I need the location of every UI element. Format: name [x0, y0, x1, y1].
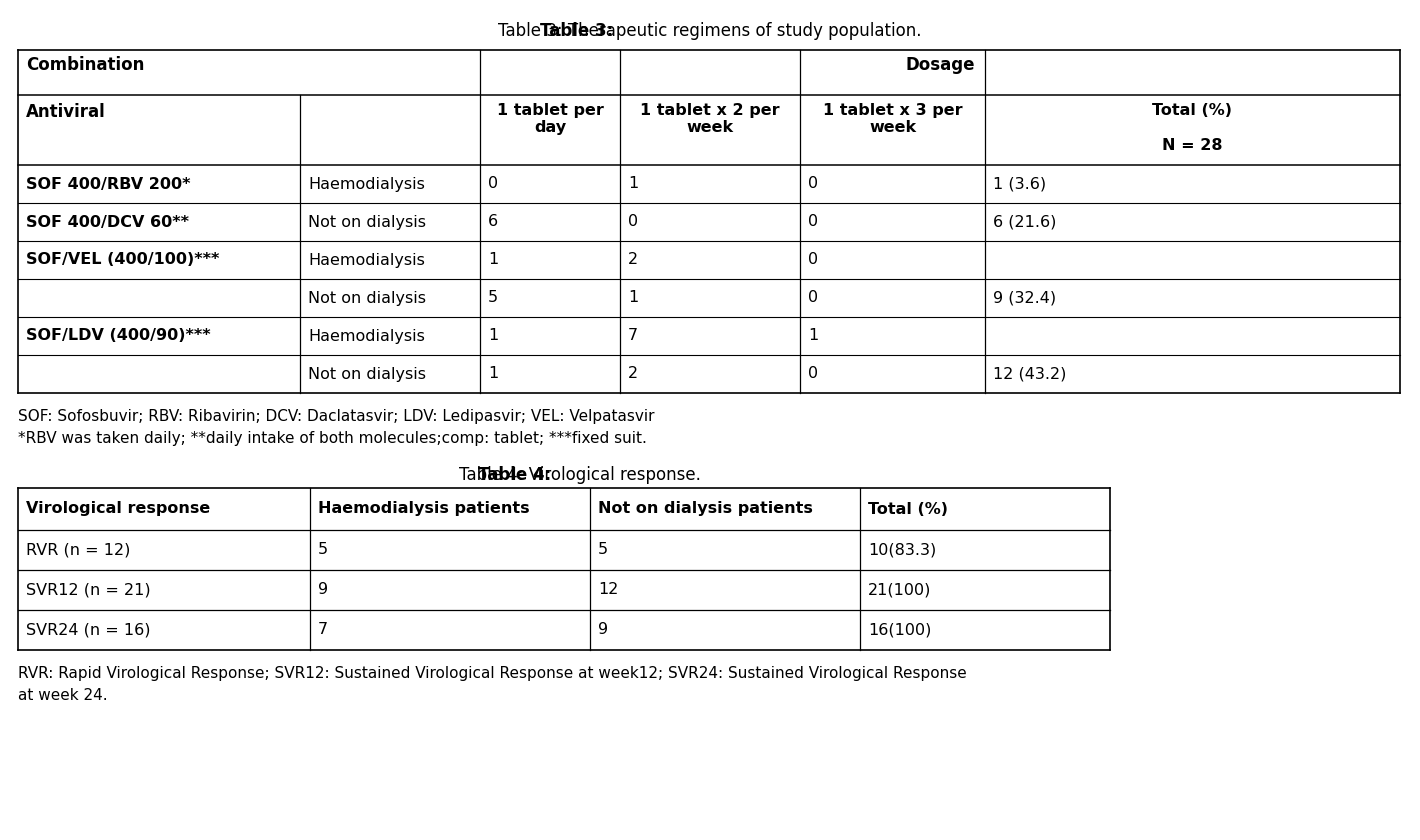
Text: SOF 400/RBV 200*: SOF 400/RBV 200*: [26, 176, 190, 192]
Text: 21(100): 21(100): [868, 582, 932, 597]
Text: Table 3:: Table 3:: [540, 22, 613, 40]
Text: 12 (43.2): 12 (43.2): [993, 366, 1066, 381]
Text: 9: 9: [598, 622, 608, 638]
Text: 1: 1: [628, 291, 638, 306]
Text: 9: 9: [318, 582, 328, 597]
Text: Table 3: Therapeutic regimens of study population.: Table 3: Therapeutic regimens of study p…: [498, 22, 922, 40]
Text: 5: 5: [598, 543, 608, 558]
Text: Not on dialysis: Not on dialysis: [308, 291, 426, 306]
Text: 1 (3.6): 1 (3.6): [993, 176, 1047, 192]
Text: 16(100): 16(100): [868, 622, 932, 638]
Text: 2: 2: [628, 366, 638, 381]
Text: SVR24 (n = 16): SVR24 (n = 16): [26, 622, 151, 638]
Text: 5: 5: [318, 543, 328, 558]
Text: 5: 5: [488, 291, 498, 306]
Text: Table 4:: Table 4:: [479, 466, 551, 484]
Text: 1: 1: [628, 176, 638, 192]
Text: Not on dialysis: Not on dialysis: [308, 366, 426, 381]
Text: SOF: Sofosbuvir; RBV: Ribavirin; DCV: Daclatasvir; LDV: Ledipasvir; VEL: Velpata: SOF: Sofosbuvir; RBV: Ribavirin; DCV: Da…: [18, 409, 655, 424]
Text: Haemodialysis: Haemodialysis: [308, 328, 425, 344]
Text: SOF/LDV (400/90)***: SOF/LDV (400/90)***: [26, 328, 210, 344]
Text: 7: 7: [628, 328, 638, 344]
Text: 0: 0: [808, 366, 818, 381]
Text: Combination: Combination: [26, 55, 145, 73]
Text: 2: 2: [628, 253, 638, 267]
Text: 0: 0: [488, 176, 498, 192]
Text: SOF 400/DCV 60**: SOF 400/DCV 60**: [26, 214, 189, 229]
Text: Dosage: Dosage: [906, 55, 974, 73]
Text: 10(83.3): 10(83.3): [868, 543, 936, 558]
Text: 0: 0: [808, 253, 818, 267]
Text: 6: 6: [488, 214, 498, 229]
Text: Antiviral: Antiviral: [26, 103, 105, 121]
Text: Haemodialysis: Haemodialysis: [308, 253, 425, 267]
Text: 1 tablet per
day: 1 tablet per day: [497, 103, 604, 135]
Text: 12: 12: [598, 582, 618, 597]
Text: 0: 0: [808, 176, 818, 192]
Text: SVR12 (n = 21): SVR12 (n = 21): [26, 582, 151, 597]
Text: 1: 1: [488, 253, 498, 267]
Text: 0: 0: [808, 291, 818, 306]
Text: *RBV was taken daily; **daily intake of both molecules;comp: tablet; ***fixed su: *RBV was taken daily; **daily intake of …: [18, 431, 648, 446]
Text: 6 (21.6): 6 (21.6): [993, 214, 1056, 229]
Text: Table 4: Virological response.: Table 4: Virological response.: [459, 466, 701, 484]
Text: 0: 0: [628, 214, 638, 229]
Text: Total (%): Total (%): [868, 501, 949, 517]
Text: Not on dialysis: Not on dialysis: [308, 214, 426, 229]
Text: Virological response: Virological response: [26, 501, 210, 517]
Text: 1: 1: [488, 366, 498, 381]
Text: 1: 1: [808, 328, 818, 344]
Text: 0: 0: [808, 214, 818, 229]
Text: Not on dialysis patients: Not on dialysis patients: [598, 501, 812, 517]
Text: SOF/VEL (400/100)***: SOF/VEL (400/100)***: [26, 253, 219, 267]
Text: RVR (n = 12): RVR (n = 12): [26, 543, 131, 558]
Text: 1: 1: [488, 328, 498, 344]
Text: 9 (32.4): 9 (32.4): [993, 291, 1056, 306]
Text: 7: 7: [318, 622, 328, 638]
Text: RVR: Rapid Virological Response; SVR12: Sustained Virological Response at week12: RVR: Rapid Virological Response; SVR12: …: [18, 666, 967, 681]
Text: Total (%)

N = 28: Total (%) N = 28: [1153, 103, 1233, 153]
Text: 1 tablet x 3 per
week: 1 tablet x 3 per week: [822, 103, 963, 135]
Text: 1 tablet x 2 per
week: 1 tablet x 2 per week: [640, 103, 780, 135]
Text: Haemodialysis: Haemodialysis: [308, 176, 425, 192]
Text: at week 24.: at week 24.: [18, 688, 108, 703]
Text: Haemodialysis patients: Haemodialysis patients: [318, 501, 530, 517]
